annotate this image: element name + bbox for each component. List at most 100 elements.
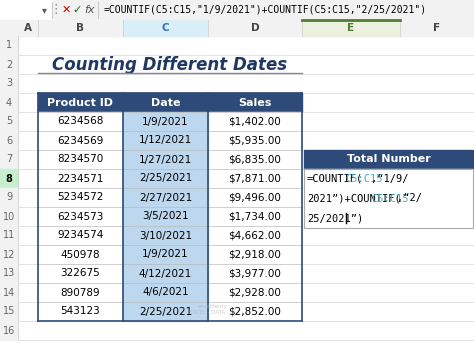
- Text: 8234570: 8234570: [57, 155, 104, 164]
- Bar: [0, 36, 18, 55]
- Text: Total Number: Total Number: [346, 155, 430, 164]
- Text: fx: fx: [85, 5, 95, 15]
- Text: ✕: ✕: [61, 5, 71, 15]
- Bar: [123, 169, 208, 188]
- Text: 1/9/2021: 1/9/2021: [142, 117, 189, 126]
- Text: ⋮: ⋮: [50, 4, 62, 17]
- Bar: [38, 131, 123, 150]
- Bar: [304, 150, 473, 169]
- Bar: [0, 169, 18, 188]
- Bar: [38, 264, 123, 283]
- Text: =COUNTIF(: =COUNTIF(: [307, 174, 363, 184]
- Bar: [38, 20, 123, 36]
- Text: $5,935.00: $5,935.00: [228, 135, 282, 146]
- Bar: [0, 20, 18, 36]
- Text: $7,871.00: $7,871.00: [228, 173, 282, 184]
- Text: C5:C15: C5:C15: [346, 174, 383, 184]
- Text: $4,662.00: $4,662.00: [228, 231, 282, 240]
- Bar: [123, 188, 208, 207]
- Bar: [0, 20, 474, 36]
- Bar: [123, 283, 208, 302]
- Text: 6234573: 6234573: [57, 211, 104, 222]
- Bar: [0, 226, 18, 245]
- Text: 4/6/2021: 4/6/2021: [142, 287, 189, 298]
- Text: $9,496.00: $9,496.00: [228, 193, 282, 202]
- Bar: [302, 20, 400, 36]
- Bar: [208, 169, 302, 188]
- Bar: [18, 20, 38, 36]
- Text: Product ID: Product ID: [47, 97, 113, 108]
- Bar: [0, 150, 18, 169]
- Bar: [0, 74, 18, 93]
- Bar: [400, 20, 474, 36]
- Bar: [0, 55, 18, 74]
- Bar: [38, 302, 123, 321]
- Text: Counting Different Dates: Counting Different Dates: [53, 55, 288, 73]
- Bar: [208, 150, 302, 169]
- Text: 15: 15: [3, 307, 15, 316]
- Bar: [38, 226, 123, 245]
- Text: B: B: [76, 23, 84, 33]
- Text: 12: 12: [3, 249, 15, 260]
- Bar: [208, 131, 302, 150]
- Text: 1/9/2021: 1/9/2021: [142, 249, 189, 260]
- Text: $1,402.00: $1,402.00: [228, 117, 282, 126]
- Text: 1/12/2021: 1/12/2021: [139, 135, 192, 146]
- Bar: [208, 245, 302, 264]
- Bar: [304, 169, 473, 228]
- Text: 2: 2: [6, 59, 12, 70]
- Bar: [123, 150, 208, 169]
- Bar: [38, 169, 123, 188]
- Bar: [0, 283, 18, 302]
- Text: 25/2021”): 25/2021”): [307, 213, 363, 223]
- Bar: [208, 207, 302, 226]
- Bar: [208, 302, 302, 321]
- Text: $2,918.00: $2,918.00: [228, 249, 282, 260]
- Text: 13: 13: [3, 269, 15, 278]
- Bar: [0, 112, 18, 131]
- Bar: [38, 207, 123, 226]
- Text: 2/25/2021: 2/25/2021: [139, 307, 192, 316]
- Text: 1/27/2021: 1/27/2021: [139, 155, 192, 164]
- Bar: [208, 283, 302, 302]
- Text: $1,734.00: $1,734.00: [228, 211, 282, 222]
- Text: $2,852.00: $2,852.00: [228, 307, 282, 316]
- Text: 8: 8: [6, 173, 12, 184]
- Text: 2021”)+COUNTIF(: 2021”)+COUNTIF(: [307, 194, 401, 203]
- Text: ,“2/: ,“2/: [397, 194, 422, 203]
- Bar: [0, 0, 474, 20]
- Bar: [208, 20, 302, 36]
- Text: 11: 11: [3, 231, 15, 240]
- Text: 890789: 890789: [61, 287, 100, 298]
- Text: 4: 4: [6, 97, 12, 108]
- Text: $2,928.00: $2,928.00: [228, 287, 282, 298]
- Text: 543123: 543123: [61, 307, 100, 316]
- Text: 450978: 450978: [61, 249, 100, 260]
- Bar: [123, 112, 208, 131]
- Text: Date: Date: [151, 97, 180, 108]
- Bar: [123, 264, 208, 283]
- Bar: [123, 302, 208, 321]
- Bar: [38, 245, 123, 264]
- Text: exceldemy
EXCEL · DATA · BI: exceldemy EXCEL · DATA · BI: [189, 304, 236, 315]
- Text: F: F: [433, 23, 440, 33]
- Text: C: C: [162, 23, 169, 33]
- Bar: [0, 131, 18, 150]
- Text: ✓: ✓: [73, 5, 82, 15]
- Text: 3/5/2021: 3/5/2021: [142, 211, 189, 222]
- Text: 16: 16: [3, 325, 15, 336]
- Text: A: A: [24, 23, 32, 33]
- Text: =COUNTIF(C5:C15,"1/9/2021")+COUNTIF(C5:C15,"2/25/2021"): =COUNTIF(C5:C15,"1/9/2021")+COUNTIF(C5:C…: [104, 5, 427, 15]
- Bar: [0, 93, 18, 112]
- Text: 2/25/2021: 2/25/2021: [139, 173, 192, 184]
- Text: 3/10/2021: 3/10/2021: [139, 231, 192, 240]
- Bar: [38, 150, 123, 169]
- Text: 4/12/2021: 4/12/2021: [139, 269, 192, 278]
- Bar: [0, 188, 18, 207]
- Text: 5: 5: [6, 117, 12, 126]
- Text: ▾: ▾: [42, 5, 46, 15]
- Bar: [123, 245, 208, 264]
- Bar: [304, 169, 473, 228]
- Text: 10: 10: [3, 211, 15, 222]
- Text: 1: 1: [6, 41, 12, 51]
